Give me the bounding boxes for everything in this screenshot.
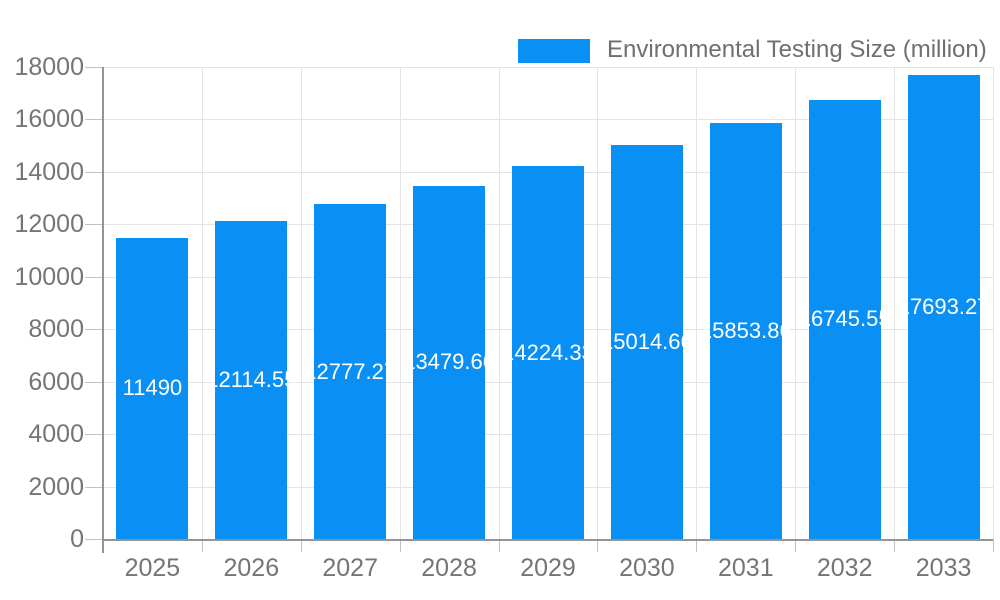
x-axis-label: 2031: [717, 554, 774, 582]
bar-value-label: 13479.66: [403, 349, 495, 375]
bar-2028[interactable]: [413, 185, 486, 539]
y-axis-tick: [85, 329, 103, 331]
x-axis-tick: [498, 539, 500, 552]
bar-2029[interactable]: [512, 166, 584, 539]
x-gridline: [300, 67, 302, 539]
bar-value-label: 11490: [122, 375, 183, 401]
y-gridline: [103, 119, 993, 121]
x-gridline: [696, 67, 698, 539]
x-axis-label: 2026: [223, 554, 280, 582]
y-axis-label: 12000: [14, 210, 84, 239]
x-axis-line: [103, 539, 993, 541]
x-gridline: [399, 67, 401, 539]
bar-value-label: 17693.27: [897, 294, 990, 319]
x-gridline: [993, 67, 994, 539]
y-axis-label: 8000: [28, 315, 84, 344]
bar-2026[interactable]: [215, 221, 288, 539]
bar-value-label: 14224.33: [502, 339, 594, 365]
y-axis-tick: [85, 276, 103, 278]
bar-2027[interactable]: [314, 204, 387, 539]
x-gridline: [597, 67, 599, 539]
x-axis-tick: [597, 539, 599, 552]
x-axis-label: 2027: [322, 554, 378, 582]
x-axis-label: 2025: [124, 554, 181, 582]
legend-label: Environmental Testing Size (million): [607, 36, 987, 63]
y-axis-tick: [85, 539, 103, 540]
bar-2030[interactable]: [610, 145, 683, 539]
y-axis-label: 0: [70, 525, 84, 553]
x-axis-label: 2029: [520, 554, 576, 582]
x-axis-tick: [399, 539, 401, 552]
y-axis-tick: [85, 119, 103, 121]
x-gridline: [498, 67, 500, 539]
y-axis-line: [102, 67, 104, 553]
legend-swatch-icon: [518, 39, 590, 63]
x-axis-label: 2028: [421, 554, 477, 582]
x-gridline: [201, 67, 203, 539]
x-axis-tick: [201, 539, 203, 552]
bar-2025[interactable]: [116, 237, 189, 539]
x-axis-label: 2033: [915, 554, 972, 582]
x-axis-tick: [696, 539, 698, 552]
bar-2031[interactable]: [709, 123, 782, 539]
legend[interactable]: Environmental Testing Size (million): [259, 18, 987, 63]
bar-2033[interactable]: [907, 75, 980, 539]
y-axis-tick: [85, 434, 103, 436]
bar-value-label: 12114.55: [206, 367, 297, 393]
y-gridline: [103, 67, 993, 68]
y-axis-label: 2000: [28, 472, 84, 501]
bar-value-label: 15014.66: [601, 329, 693, 355]
bar-value-label: 15853.86: [699, 318, 792, 344]
x-gridline: [894, 67, 896, 539]
y-axis-label: 4000: [28, 420, 84, 449]
x-axis-tick: [300, 539, 302, 552]
y-axis-label: 14000: [14, 157, 84, 186]
x-axis-tick: [993, 539, 994, 552]
bar-2032[interactable]: [808, 99, 881, 539]
x-axis-tick: [894, 539, 896, 552]
y-axis-tick: [85, 224, 103, 226]
y-axis-tick: [85, 171, 103, 173]
y-axis-label: 10000: [14, 262, 84, 291]
bar-value-label: 12777.27: [304, 358, 397, 384]
x-axis-label: 2032: [816, 554, 873, 582]
y-axis-tick: [85, 381, 103, 383]
bar-value-label: 16745.55: [798, 306, 891, 332]
x-axis-label: 2030: [619, 554, 675, 582]
y-axis-tick: [85, 67, 103, 68]
y-axis-label: 18000: [14, 53, 84, 81]
x-axis-tick: [795, 539, 797, 552]
x-gridline: [795, 67, 797, 539]
y-axis-label: 6000: [28, 367, 84, 396]
y-axis-label: 16000: [14, 105, 84, 134]
y-axis-tick: [85, 486, 103, 488]
